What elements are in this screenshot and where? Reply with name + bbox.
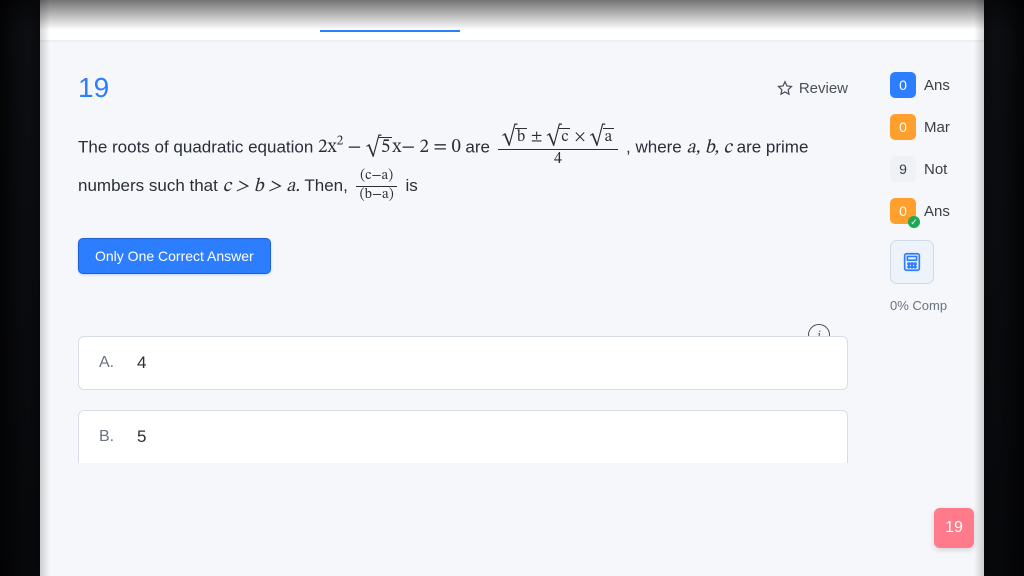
progress-label: 0% Comp bbox=[890, 298, 986, 313]
option-value: 4 bbox=[137, 353, 146, 373]
app-surface: 19 Review The roots of quadratic equatio… bbox=[40, 0, 984, 576]
root-fraction: b ± c × a 4 bbox=[498, 127, 619, 168]
stat-badge: 0 bbox=[890, 198, 916, 224]
stat-label: Ans bbox=[924, 77, 950, 94]
times: × bbox=[570, 129, 589, 145]
radicand: 5 bbox=[379, 137, 392, 157]
rad-c: c bbox=[559, 128, 570, 145]
stat-row: 0 Mar bbox=[890, 114, 986, 140]
option-a[interactable]: A. 4 bbox=[78, 336, 848, 390]
star-icon bbox=[777, 80, 793, 96]
stat-row: 0 Ans bbox=[890, 72, 986, 98]
stat-badge: 0 bbox=[890, 72, 916, 98]
question-header: 19 Review bbox=[78, 72, 848, 104]
stat-label: Mar bbox=[924, 119, 950, 136]
stat-row: 9 Not bbox=[890, 156, 986, 182]
question-jump-badge[interactable]: 19 bbox=[934, 508, 974, 548]
option-letter: B. bbox=[99, 428, 119, 446]
ratio-num: (c−a) bbox=[356, 169, 397, 186]
calculator-icon bbox=[901, 251, 923, 273]
text: Then, bbox=[304, 176, 352, 195]
text: are bbox=[465, 137, 494, 156]
option-value: 5 bbox=[137, 427, 146, 447]
var: x bbox=[327, 138, 336, 157]
fraction-numerator: b ± c × a bbox=[498, 127, 619, 150]
top-bar bbox=[40, 0, 984, 40]
text: The roots of quadratic equation bbox=[78, 137, 318, 156]
stat-label: Ans bbox=[924, 203, 950, 220]
question-area: 19 Review The roots of quadratic equatio… bbox=[78, 72, 848, 274]
ratio-den: (b−a) bbox=[356, 187, 398, 203]
review-label: Review bbox=[799, 80, 848, 97]
stat-badge: 9 bbox=[890, 156, 916, 182]
question-number: 19 bbox=[78, 72, 109, 104]
text: , where bbox=[626, 137, 686, 156]
options-list: A. 4 B. 5 bbox=[78, 336, 848, 483]
option-b[interactable]: B. 5 bbox=[78, 410, 848, 463]
tab-underline bbox=[320, 30, 460, 32]
rad-a: a bbox=[603, 128, 615, 145]
pm: ± bbox=[527, 129, 546, 145]
fraction-denominator: 4 bbox=[550, 150, 566, 169]
calculator-button[interactable] bbox=[890, 240, 934, 284]
equation-lhs: 2x2 − 5x− 2 = 0 bbox=[318, 138, 465, 157]
inequality: c > b > a. bbox=[223, 177, 300, 196]
question-body: The roots of quadratic equation 2x2 − 5x… bbox=[78, 126, 848, 204]
stat-badge: 0 bbox=[890, 114, 916, 140]
abc: a, b, c bbox=[687, 138, 732, 157]
stat-label: Not bbox=[924, 161, 947, 178]
eq-tail: x− 2 = 0 bbox=[392, 138, 461, 157]
stats-sidebar: 0 Ans 0 Mar 9 Not 0 Ans 0% Comp bbox=[890, 72, 986, 313]
screen-frame: 19 Review The roots of quadratic equatio… bbox=[0, 0, 1024, 576]
rad-b: b bbox=[515, 128, 527, 145]
ratio-fraction: (c−a) (b−a) bbox=[356, 169, 398, 203]
stat-row: 0 Ans bbox=[890, 198, 986, 224]
review-toggle[interactable]: Review bbox=[777, 80, 848, 97]
answer-type-tag[interactable]: Only One Correct Answer bbox=[78, 238, 271, 274]
text: is bbox=[405, 176, 417, 195]
option-letter: A. bbox=[99, 354, 119, 372]
